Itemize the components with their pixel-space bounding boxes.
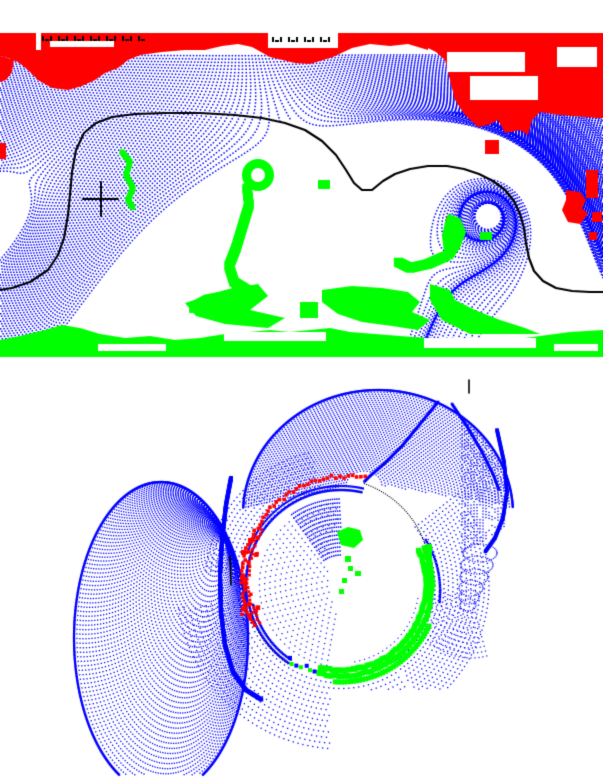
- bottom-sphere-panel: [0, 378, 603, 777]
- top-map-panel: [0, 33, 603, 356]
